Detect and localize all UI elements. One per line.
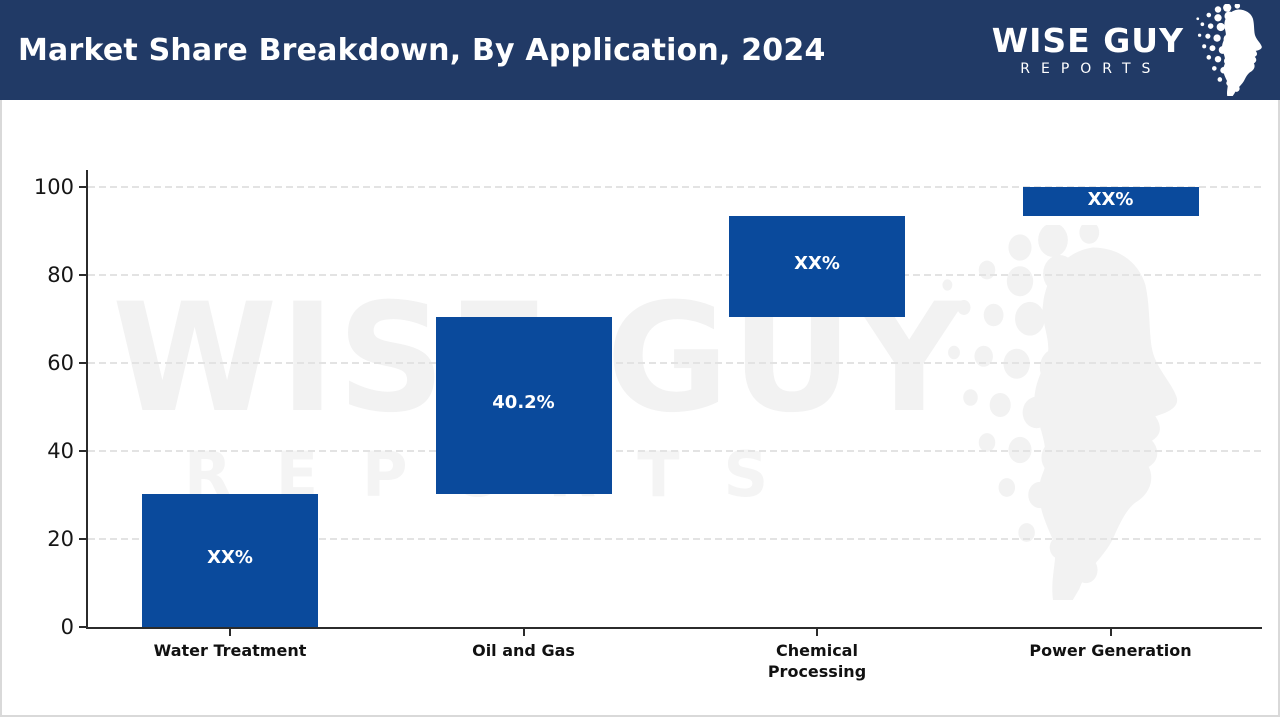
y-tick-label-100: 100 <box>33 175 74 199</box>
x-tick-1 <box>522 629 525 636</box>
y-tick-0 <box>79 626 87 628</box>
bar-water-treatment: XX% <box>142 493 318 627</box>
category-label-1: Oil and Gas <box>414 640 634 661</box>
y-tick-60 <box>79 362 87 364</box>
y-tick-label-60: 60 <box>47 351 74 375</box>
category-label-3: Power Generation <box>1001 640 1221 661</box>
gridline-20 <box>88 538 1262 540</box>
brand-logo: WISE GUY REPORTS <box>992 4 1266 96</box>
bar-value-label: XX% <box>207 547 253 569</box>
bar-value-label: XX% <box>1087 188 1134 210</box>
bar-value-label: 40.2% <box>492 392 555 414</box>
category-label-2: Chemical Processing <box>707 640 927 682</box>
category-label-line: Power Generation <box>1029 641 1192 660</box>
x-tick-2 <box>816 629 818 636</box>
gridline-80 <box>88 274 1262 276</box>
y-tick-100 <box>79 186 87 188</box>
category-label-0: Water Treatment <box>120 640 340 661</box>
gridline-60 <box>88 362 1262 364</box>
y-tick-label-40: 40 <box>47 439 74 463</box>
category-label-line: Processing <box>767 662 867 681</box>
y-tick-label-20: 20 <box>47 527 74 551</box>
brand-subtitle-text: REPORTS <box>1020 60 1162 77</box>
gridline-100 <box>88 186 1262 188</box>
brand-name-text: WISE GUY <box>991 20 1184 60</box>
head-profile-icon <box>1196 4 1262 96</box>
y-tick-20 <box>79 538 87 540</box>
x-tick-0 <box>229 629 231 636</box>
page-title: Market Share Breakdown, By Application, … <box>18 32 826 68</box>
bar-power-generation: XX% <box>1022 187 1199 217</box>
watermark-head-icon <box>942 225 1178 600</box>
category-label-line: Water Treatment <box>153 641 307 660</box>
bar-oil-and-gas: 40.2% <box>435 316 612 494</box>
brand-wordmark: WISE GUY REPORTS <box>992 24 1184 77</box>
y-tick-label-80: 80 <box>47 263 74 287</box>
x-axis-line <box>86 627 1262 629</box>
bar-chemical-processing: XX% <box>729 216 905 317</box>
x-tick-3 <box>1109 629 1112 636</box>
y-axis-line <box>86 170 88 629</box>
gridline-40 <box>88 450 1262 452</box>
report-header: Market Share Breakdown, By Application, … <box>0 0 1280 100</box>
bar-value-label: XX% <box>794 253 840 275</box>
category-label-line: Chemical <box>776 641 858 660</box>
category-label-line: Oil and Gas <box>472 641 575 660</box>
y-tick-40 <box>79 450 87 452</box>
y-tick-label-0: 0 <box>60 615 74 639</box>
y-tick-80 <box>79 274 87 276</box>
